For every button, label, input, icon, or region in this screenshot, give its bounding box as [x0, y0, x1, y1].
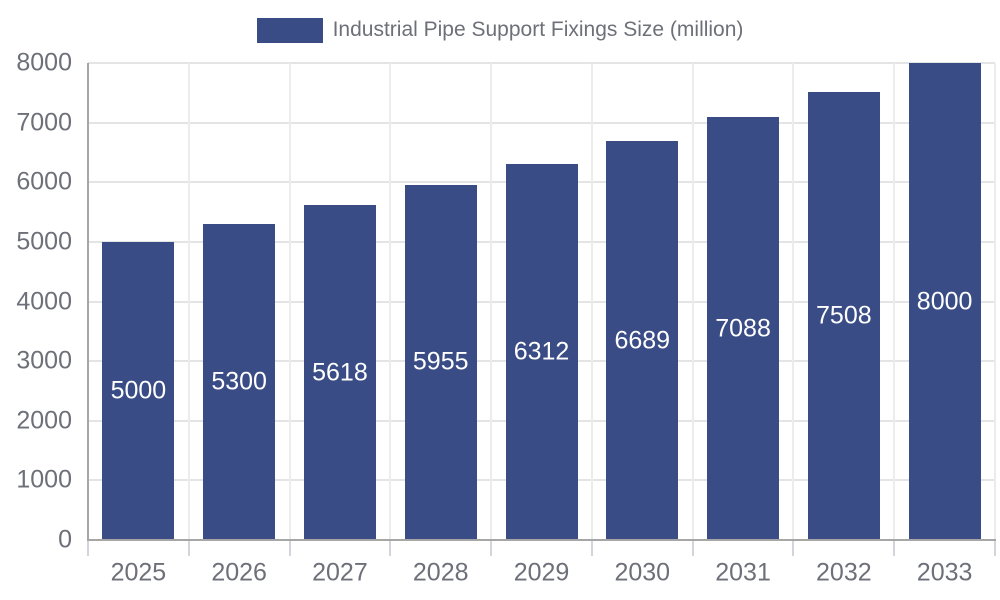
x-axis-label: 2030 [614, 558, 671, 587]
bar-value-label: 5300 [211, 367, 267, 396]
v-gridline [187, 63, 190, 540]
h-gridline [88, 62, 995, 64]
v-gridline [590, 63, 593, 540]
x-axis-label: 2031 [715, 558, 771, 587]
x-axis-tick [288, 540, 291, 556]
bar-2025[interactable] [102, 241, 175, 540]
bar-2028[interactable] [404, 184, 477, 540]
bar-value-label: 7088 [715, 314, 771, 343]
y-axis-tick-label: 4000 [16, 287, 72, 315]
legend-item[interactable]: Industrial Pipe Support Fixings Size (mi… [0, 16, 1000, 44]
bar-2030[interactable] [606, 141, 679, 540]
x-axis-label: 2029 [513, 558, 570, 587]
y-axis-tick-label: 6000 [16, 167, 72, 196]
bar-2033[interactable] [908, 63, 981, 540]
x-axis-label: 2027 [312, 558, 368, 587]
y-axis-tick-label: 3000 [16, 346, 72, 375]
x-axis-tick [389, 540, 392, 556]
x-axis-label: 2026 [211, 558, 267, 587]
bar-value-label: 5955 [412, 347, 469, 376]
x-axis-label: 2025 [110, 558, 167, 587]
y-axis-line [87, 63, 89, 540]
h-gridline [88, 121, 995, 124]
x-axis-tick [893, 540, 896, 556]
bar-value-label: 6689 [614, 326, 671, 355]
bar-2027[interactable] [303, 205, 376, 540]
x-axis-label: 2033 [916, 558, 973, 587]
y-axis-tick-label: 2000 [16, 406, 72, 435]
y-axis-tick-label: 5000 [16, 227, 72, 256]
v-gridline [490, 63, 493, 540]
y-axis-tick-label: 8000 [16, 48, 72, 77]
bar-value-label: 7508 [816, 301, 872, 330]
bar-value-label: 8000 [916, 287, 973, 315]
x-axis-tick [187, 540, 190, 556]
bar-value-label: 5618 [312, 358, 368, 386]
bar-2032[interactable] [807, 92, 880, 540]
v-gridline [893, 63, 896, 540]
v-gridline [288, 63, 291, 540]
v-gridline [389, 63, 392, 540]
legend-swatch [256, 17, 323, 43]
y-axis-tick-label: 1000 [16, 465, 72, 494]
bar-value-label: 6312 [513, 337, 570, 366]
bar-2026[interactable] [203, 223, 276, 540]
y-axis-tick-label: 7000 [16, 108, 72, 137]
x-axis-tick [792, 540, 795, 556]
x-axis-tick [691, 540, 694, 556]
v-gridline [792, 63, 795, 540]
legend-label: Industrial Pipe Support Fixings Size (mi… [332, 18, 744, 41]
x-axis-tick [87, 540, 89, 556]
y-axis-tick-label: 0 [58, 525, 72, 554]
x-axis-label: 2032 [816, 558, 872, 587]
bar-2031[interactable] [707, 117, 780, 540]
v-gridline [994, 63, 996, 540]
x-axis-tick [490, 540, 493, 556]
v-gridline [691, 63, 694, 540]
x-axis-tick [590, 540, 593, 556]
x-axis-label: 2028 [412, 558, 469, 587]
bar-2029[interactable] [505, 163, 578, 540]
bar-value-label: 5000 [110, 376, 167, 405]
x-axis-line [87, 539, 996, 541]
x-axis-tick [994, 540, 996, 556]
